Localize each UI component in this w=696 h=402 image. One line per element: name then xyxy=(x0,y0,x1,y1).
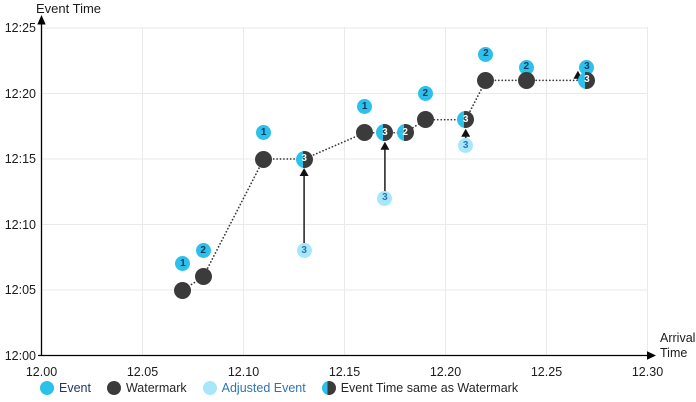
y-axis-title: Event Time xyxy=(36,1,102,16)
event-marker: 3 xyxy=(579,59,595,75)
y-tick-label: 12:00 xyxy=(4,348,36,363)
x-axis-title: Arrival Time xyxy=(660,331,695,361)
watermark-marker xyxy=(477,71,495,89)
event-marker: 2 xyxy=(417,86,433,101)
event-marker: 2 xyxy=(478,46,494,62)
watermark-marker xyxy=(416,111,434,129)
event-same-as-watermark-marker: 3 xyxy=(457,111,475,129)
adjusted-event-marker: 3 xyxy=(458,138,474,154)
y-tick-label: 12:10 xyxy=(4,217,36,232)
x-tick-label: 12.10 xyxy=(227,365,260,379)
adjusted-event-marker: 3 xyxy=(296,243,312,259)
legend-item-watermark: Watermark xyxy=(106,381,187,395)
event-marker: 2 xyxy=(195,243,211,259)
event-same-as-watermark-marker: 3 xyxy=(295,150,313,168)
event-marker: 2 xyxy=(518,59,534,75)
x-axis-title-line2: Time xyxy=(660,346,688,360)
y-tick-label: 12:15 xyxy=(4,152,36,166)
y-tick-label: 12:25 xyxy=(4,21,36,35)
legend-same-label: Event Time same as Watermark xyxy=(340,381,519,395)
watermark-marker xyxy=(517,71,535,89)
legend-watermark-marker-icon xyxy=(106,381,121,395)
watermark-marker xyxy=(356,124,374,142)
watermark-marker xyxy=(255,150,273,168)
y-tick-label: 12:20 xyxy=(4,86,36,101)
y-axis-arrowhead-icon xyxy=(37,15,46,25)
legend-adjusted-marker-icon xyxy=(202,381,217,395)
watermark-marker xyxy=(174,281,192,299)
adjustment-arrow-head-icon xyxy=(299,168,309,176)
x-tick-label: 12.20 xyxy=(429,365,462,379)
legend-watermark-label: Watermark xyxy=(125,381,187,395)
legend-item-adjusted: Adjusted Event xyxy=(202,381,306,395)
event-same-as-watermark-marker: 2 xyxy=(396,124,414,142)
event-marker: 1 xyxy=(256,125,272,141)
x-tick-label: 12.05 xyxy=(126,365,159,379)
adjusted-event-marker: 3 xyxy=(377,190,393,206)
x-tick-label: 12.30 xyxy=(631,365,664,379)
legend-item-event: Event xyxy=(40,381,91,395)
legend-same-marker-icon xyxy=(321,381,336,395)
x-tick-label: 12.25 xyxy=(530,365,563,379)
x-tick-label: 12.15 xyxy=(328,365,361,379)
event-same-as-watermark-marker: 3 xyxy=(376,124,394,142)
adjustment-arrow-head-icon xyxy=(461,128,471,137)
adjustment-arrow-head-icon xyxy=(380,141,390,150)
watermark-marker xyxy=(194,268,212,286)
legend-event-label: Event xyxy=(59,381,91,395)
event-marker: 1 xyxy=(357,99,373,115)
y-tick-label: 12:05 xyxy=(4,283,36,297)
legend-event-marker-icon xyxy=(40,381,54,395)
legend-item-same: Event Time same as Watermark xyxy=(321,381,519,395)
event-same-as-watermark-marker: 3 xyxy=(578,71,596,89)
x-axis-arrowhead-icon xyxy=(647,351,656,360)
x-tick-label: 12.00 xyxy=(25,365,58,379)
x-axis-title-line1: Arrival xyxy=(660,331,696,345)
legend-adjusted-label: Adjusted Event xyxy=(221,381,306,395)
chart-legend: Event Watermark Adjusted Event Event Time s… xyxy=(40,381,518,395)
event-marker: 1 xyxy=(175,256,191,272)
